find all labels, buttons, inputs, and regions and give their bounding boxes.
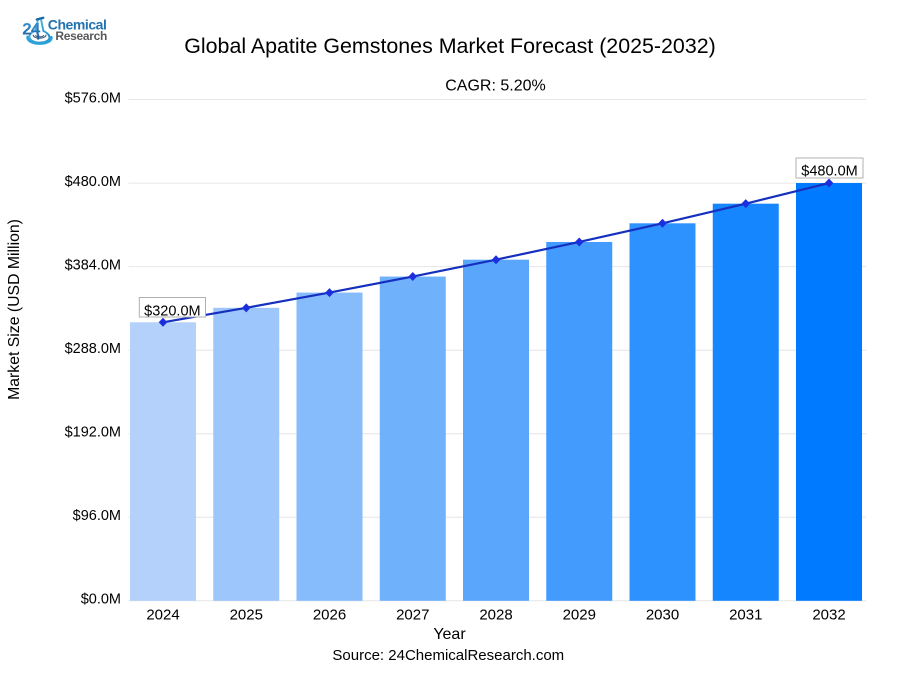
svg-text:Global Apatite Gemstones Marke: Global Apatite Gemstones Market Forecast…	[184, 34, 715, 58]
svg-text:2024: 2024	[146, 607, 179, 624]
svg-text:Chemical: Chemical	[48, 16, 107, 32]
svg-text:$576.0M: $576.0M	[65, 90, 121, 106]
svg-text:2032: 2032	[812, 607, 845, 624]
svg-text:$480.0M: $480.0M	[65, 174, 121, 190]
svg-text:$320.0M: $320.0M	[144, 304, 200, 320]
svg-text:$96.0M: $96.0M	[73, 508, 121, 524]
svg-text:Market Size (USD Million): Market Size (USD Million)	[6, 219, 23, 400]
svg-text:Year: Year	[433, 626, 466, 643]
svg-text:2031: 2031	[729, 607, 762, 624]
svg-text:$192.0M: $192.0M	[65, 425, 121, 441]
svg-text:2026: 2026	[313, 607, 346, 624]
svg-text:2028: 2028	[479, 607, 512, 624]
svg-text:$288.0M: $288.0M	[65, 341, 121, 357]
svg-text:Source: 24ChemicalResearch.com: Source: 24ChemicalResearch.com	[332, 647, 564, 664]
svg-text:2027: 2027	[396, 607, 429, 624]
svg-text:CAGR: 5.20%: CAGR: 5.20%	[445, 78, 545, 95]
svg-text:$0.0M: $0.0M	[81, 592, 121, 608]
svg-text:$384.0M: $384.0M	[65, 257, 121, 273]
svg-text:2025: 2025	[230, 607, 263, 624]
svg-text:Research: Research	[55, 29, 107, 43]
svg-text:24: 24	[22, 20, 41, 39]
svg-text:2030: 2030	[646, 607, 679, 624]
svg-text:$480.0M: $480.0M	[801, 164, 857, 180]
svg-text:2029: 2029	[563, 607, 596, 624]
